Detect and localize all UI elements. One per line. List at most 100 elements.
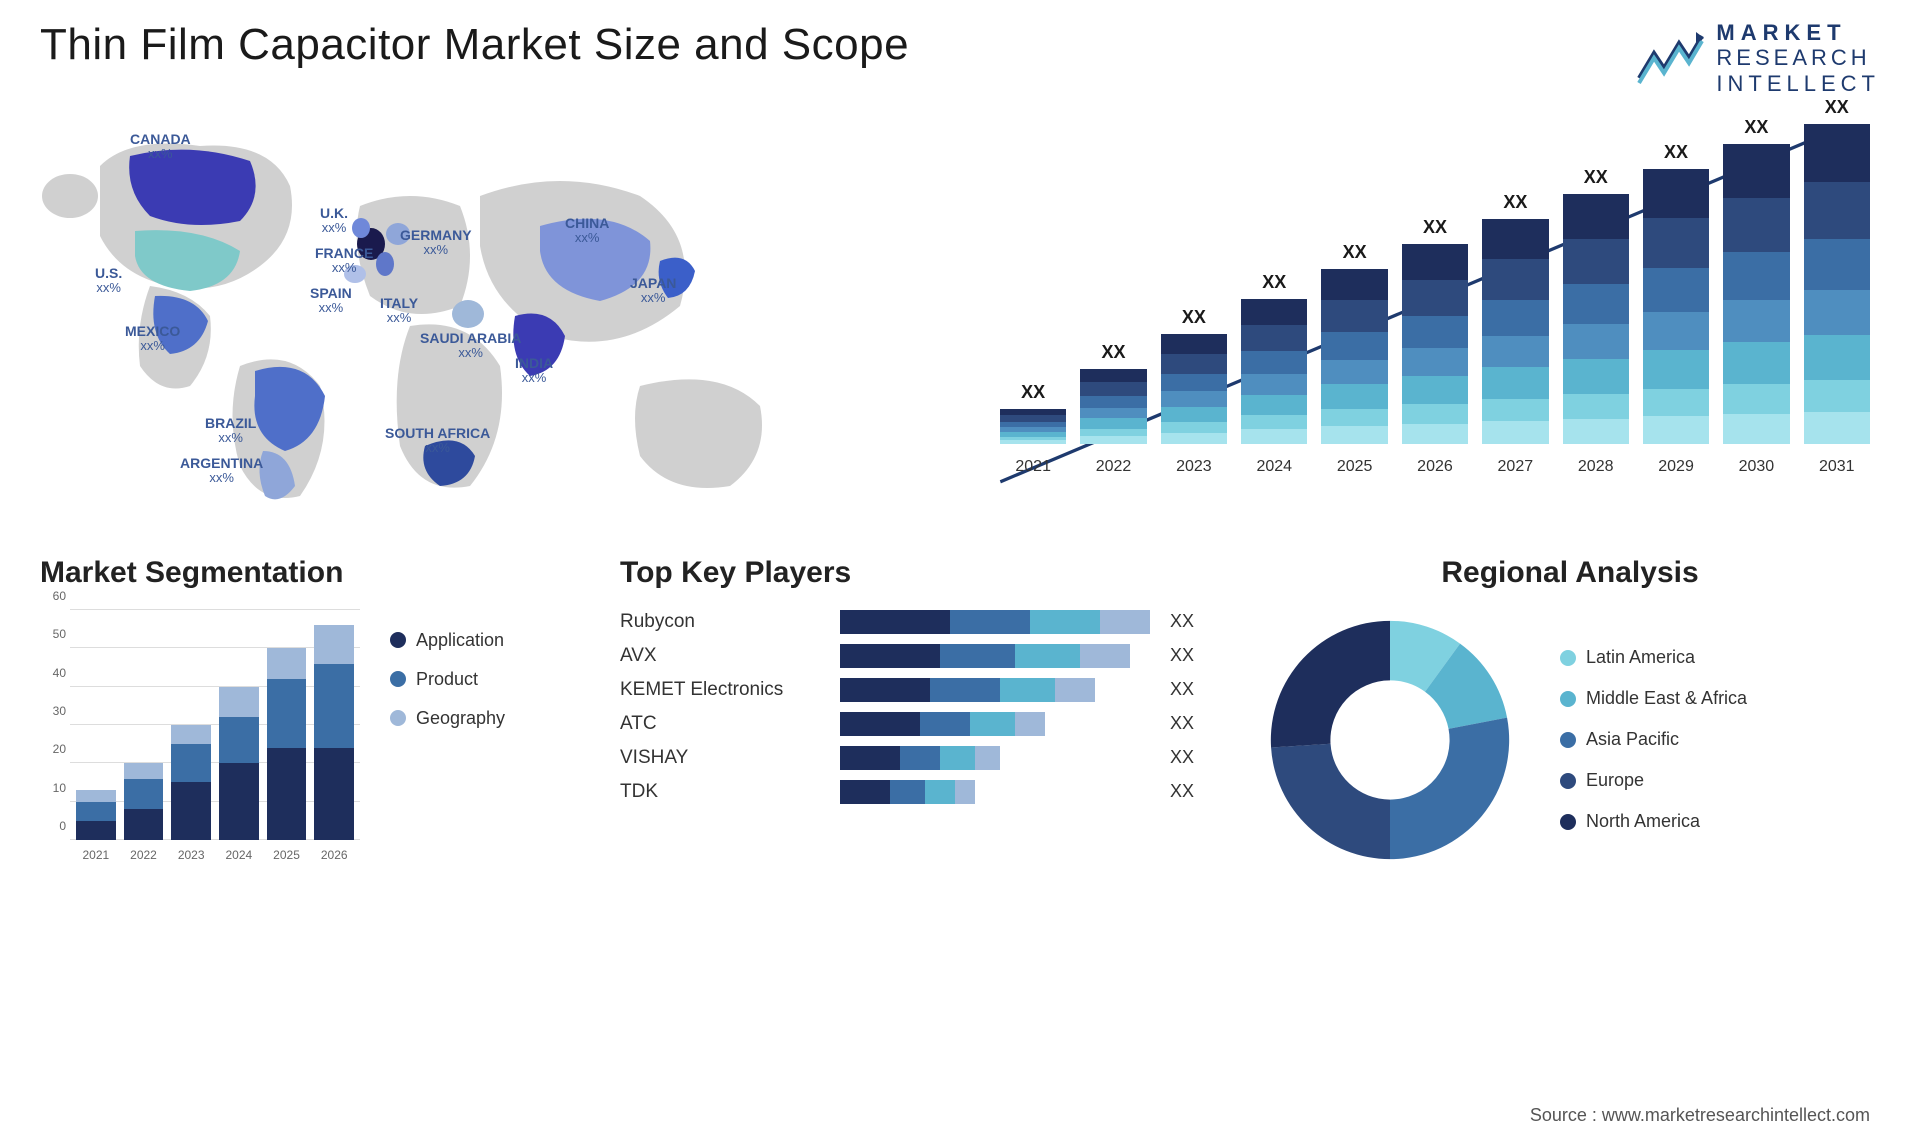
growth-bar-segment <box>1161 354 1227 374</box>
map-label-mexico: MEXICOxx% <box>125 324 180 354</box>
growth-bar-value: XX <box>1021 382 1045 403</box>
seg-bar-segment <box>219 717 259 763</box>
seg-bar-segment <box>171 782 211 840</box>
map-label-china: CHINAxx% <box>565 216 609 246</box>
key-player-bar <box>840 712 1150 736</box>
growth-bar-segment <box>1321 332 1387 360</box>
seg-x-label: 2021 <box>76 844 116 870</box>
seg-bar-2024 <box>219 687 259 840</box>
segmentation-bars-wrap: 0102030405060 202120222023202420252026 <box>40 610 360 870</box>
key-player-row: TDKXX <box>620 780 1220 804</box>
growth-bar-2028: XX2028 <box>1563 167 1629 476</box>
key-player-bar-segment <box>900 746 940 770</box>
key-player-bar-segment <box>955 780 975 804</box>
key-player-bar-segment <box>970 712 1015 736</box>
growth-bar-segment <box>1402 424 1468 444</box>
growth-bar-segment <box>1563 239 1629 284</box>
growth-bar-segment <box>1161 391 1227 406</box>
growth-bar-segment <box>1321 269 1387 301</box>
growth-bar-2025: XX2025 <box>1321 242 1387 476</box>
key-player-bar <box>840 644 1150 668</box>
seg-bar-stack <box>314 625 354 840</box>
growth-bar-stack <box>1643 169 1709 444</box>
growth-bar-segment <box>1563 394 1629 419</box>
growth-bar-segment <box>1804 290 1870 335</box>
legend-dot-icon <box>1560 691 1576 707</box>
header: Thin Film Capacitor Market Size and Scop… <box>40 20 1880 96</box>
growth-bar-year: 2027 <box>1498 458 1534 476</box>
growth-bar-segment <box>1643 389 1709 417</box>
seg-bar-2021 <box>76 790 116 840</box>
seg-bar-segment <box>267 679 307 748</box>
growth-bar-segment <box>1482 336 1548 368</box>
growth-bar-segment <box>1402 404 1468 424</box>
growth-bar-segment <box>1723 384 1789 414</box>
growth-bar-value: XX <box>1343 242 1367 263</box>
key-player-bar-segment <box>930 678 1000 702</box>
growth-bar-stack <box>1161 334 1227 444</box>
key-player-row: ATCXX <box>620 712 1220 736</box>
key-player-bar-segment <box>1100 610 1150 634</box>
key-player-value: XX <box>1170 747 1194 768</box>
growth-bars: XX2021XX2022XX2023XX2024XX2025XX2026XX20… <box>980 126 1870 476</box>
growth-bar-2027: XX2027 <box>1482 192 1548 476</box>
growth-bar-segment <box>1482 219 1548 260</box>
seg-bar-segment <box>314 748 354 840</box>
key-player-bar-segment <box>840 712 920 736</box>
seg-legend-item: Product <box>390 669 505 690</box>
map-label-brazil: BRAZILxx% <box>205 416 256 446</box>
map-label-u-k-: U.K.xx% <box>320 206 348 236</box>
key-player-bar-segment <box>840 746 900 770</box>
growth-bar-year: 2029 <box>1658 458 1694 476</box>
growth-bar-segment <box>1080 429 1146 437</box>
growth-bar-segment <box>1161 422 1227 433</box>
growth-bar-segment <box>1804 412 1870 444</box>
seg-bar-segment <box>76 802 116 821</box>
legend-dot-icon <box>390 671 406 687</box>
key-player-value: XX <box>1170 679 1194 700</box>
seg-bar-segment <box>76 790 116 802</box>
map-label-argentina: ARGENTINAxx% <box>180 456 263 486</box>
growth-bar-segment <box>1321 384 1387 409</box>
growth-bar-stack <box>1241 299 1307 444</box>
segmentation-panel: Market Segmentation 0102030405060 202120… <box>40 556 580 906</box>
seg-bar-2022 <box>124 763 164 840</box>
regional-title: Regional Analysis <box>1260 556 1880 590</box>
seg-bar-2026 <box>314 625 354 840</box>
growth-bar-stack <box>1321 269 1387 444</box>
segmentation-chart: 0102030405060 202120222023202420252026 A… <box>40 610 580 870</box>
donut-slice-europe <box>1271 744 1390 859</box>
key-player-bar <box>840 746 1150 770</box>
key-player-value: XX <box>1170 645 1194 666</box>
growth-bar-stack <box>1482 219 1548 444</box>
growth-bar-year: 2026 <box>1417 458 1453 476</box>
growth-bar-segment <box>1080 436 1146 444</box>
growth-bar-segment <box>1321 426 1387 444</box>
growth-bar-year: 2022 <box>1096 458 1132 476</box>
growth-bar-segment <box>1643 169 1709 219</box>
growth-bar-segment <box>1804 335 1870 380</box>
growth-bar-segment <box>1723 252 1789 300</box>
growth-bar-segment <box>1643 218 1709 268</box>
legend-label: Application <box>416 630 504 651</box>
growth-bar-segment <box>1804 182 1870 240</box>
legend-label: Product <box>416 669 478 690</box>
legend-label: Europe <box>1586 770 1644 791</box>
growth-bar-segment <box>1482 399 1548 422</box>
growth-bar-segment <box>1643 416 1709 444</box>
seg-x-label: 2022 <box>124 844 164 870</box>
growth-chart-panel: XX2021XX2022XX2023XX2024XX2025XX2026XX20… <box>970 106 1880 526</box>
world-map <box>40 106 940 526</box>
key-player-bar-segment <box>890 780 925 804</box>
legend-dot-icon <box>1560 732 1576 748</box>
growth-bar-segment <box>1241 299 1307 325</box>
growth-bar-value: XX <box>1825 97 1849 118</box>
key-player-bar-segment <box>1015 644 1080 668</box>
growth-bar-segment <box>1161 374 1227 392</box>
growth-bar-segment <box>1482 367 1548 399</box>
growth-bar-segment <box>1804 124 1870 182</box>
growth-bar-segment <box>1643 350 1709 389</box>
seg-y-label: 60 <box>53 589 66 603</box>
logo: MARKET RESEARCH INTELLECT <box>1634 20 1880 96</box>
legend-label: North America <box>1586 811 1700 832</box>
